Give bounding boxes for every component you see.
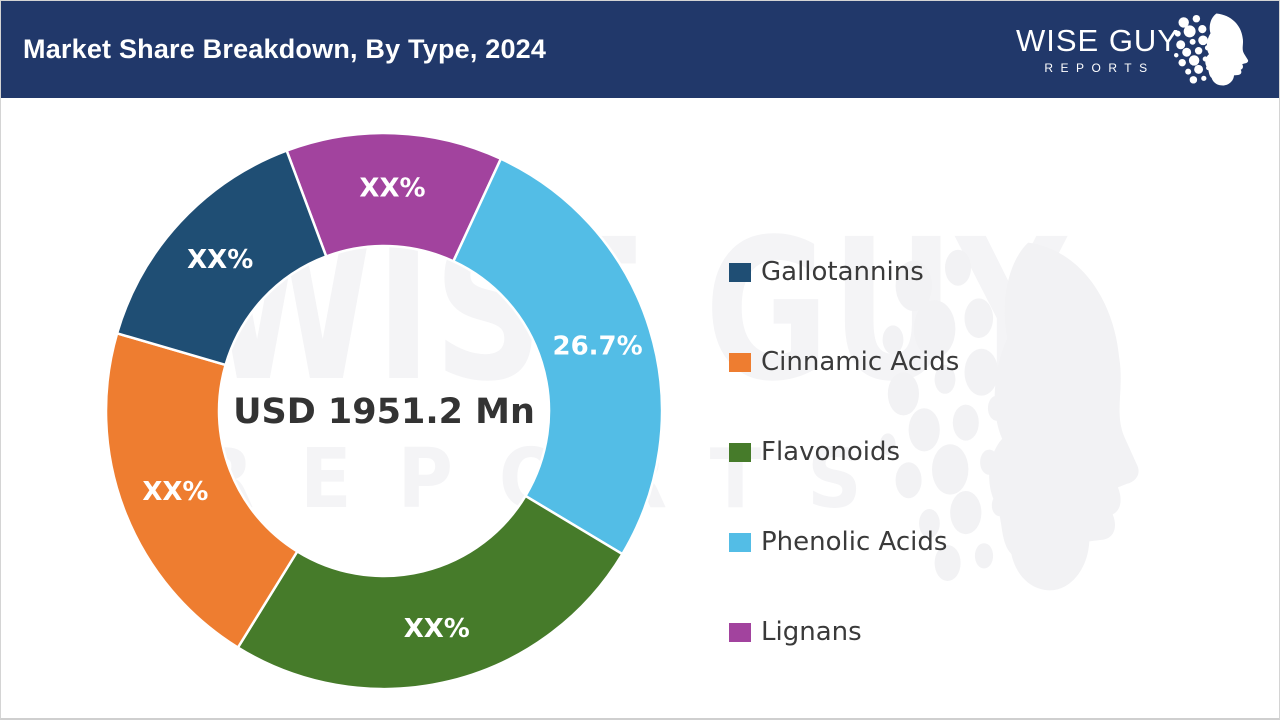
logo-secondary-text: REPORTS	[1044, 61, 1155, 75]
legend-swatch-flavonoids	[729, 442, 751, 462]
pie-segment-flavonoids	[236, 494, 624, 691]
legend-item-phenolic-acids: Phenolic Acids	[729, 527, 959, 557]
chart-legend: Gallotannins Cinnamic Acids Flavonoids Phen…	[729, 257, 959, 647]
legend-item-gallotannins: Gallotannins	[729, 257, 959, 287]
donut-chart: XX% 26.7% XX% XX% XX% USD 1951.2 Mn	[104, 131, 664, 691]
wiseguy-logo: WISE GUY REPORTS	[1016, 9, 1261, 91]
pie-segment-cinnamic-acids	[104, 332, 299, 649]
legend-label: Flavonoids	[761, 437, 901, 467]
pie-label-gallotannins: XX%	[187, 245, 253, 275]
legend-label: Cinnamic Acids	[761, 347, 960, 377]
pie-segment-phenolic-acids	[452, 157, 664, 556]
donut-segment-labels: XX% 26.7% XX% XX% XX%	[142, 174, 642, 645]
chart-title: Market Share Breakdown, By Type, 2024	[23, 34, 547, 64]
header-bar: Market Share Breakdown, By Type, 2024 WI…	[1, 1, 1279, 98]
legend-item-lignans: Lignans	[729, 617, 959, 647]
donut-segments	[104, 131, 664, 691]
legend-swatch-lignans	[729, 622, 751, 642]
legend-item-flavonoids: Flavonoids	[729, 437, 959, 467]
legend-label: Gallotannins	[761, 257, 924, 287]
legend-swatch-gallotannins	[729, 262, 751, 282]
logo-primary-text: WISE GUY	[1015, 23, 1179, 58]
pie-label-cinnamic-acids: XX%	[142, 477, 208, 507]
pie-label-lignans: XX%	[359, 174, 425, 204]
legend-label: Lignans	[761, 617, 862, 647]
wiseguy-face-icon	[1174, 12, 1249, 85]
pie-segment-gallotannins	[115, 149, 328, 367]
legend-item-cinnamic-acids: Cinnamic Acids	[729, 347, 959, 377]
wiseguy-logo-text: WISE GUY REPORTS	[1016, 25, 1179, 74]
legend-label: Phenolic Acids	[761, 527, 948, 557]
legend-swatch-phenolic-acids	[729, 532, 751, 552]
pie-label-flavonoids: XX%	[404, 614, 470, 644]
donut-center-value: USD 1951.2 Mn	[233, 392, 535, 432]
pie-label-phenolic-acids: 26.7%	[552, 331, 642, 361]
legend-swatch-cinnamic-acids	[729, 352, 751, 372]
